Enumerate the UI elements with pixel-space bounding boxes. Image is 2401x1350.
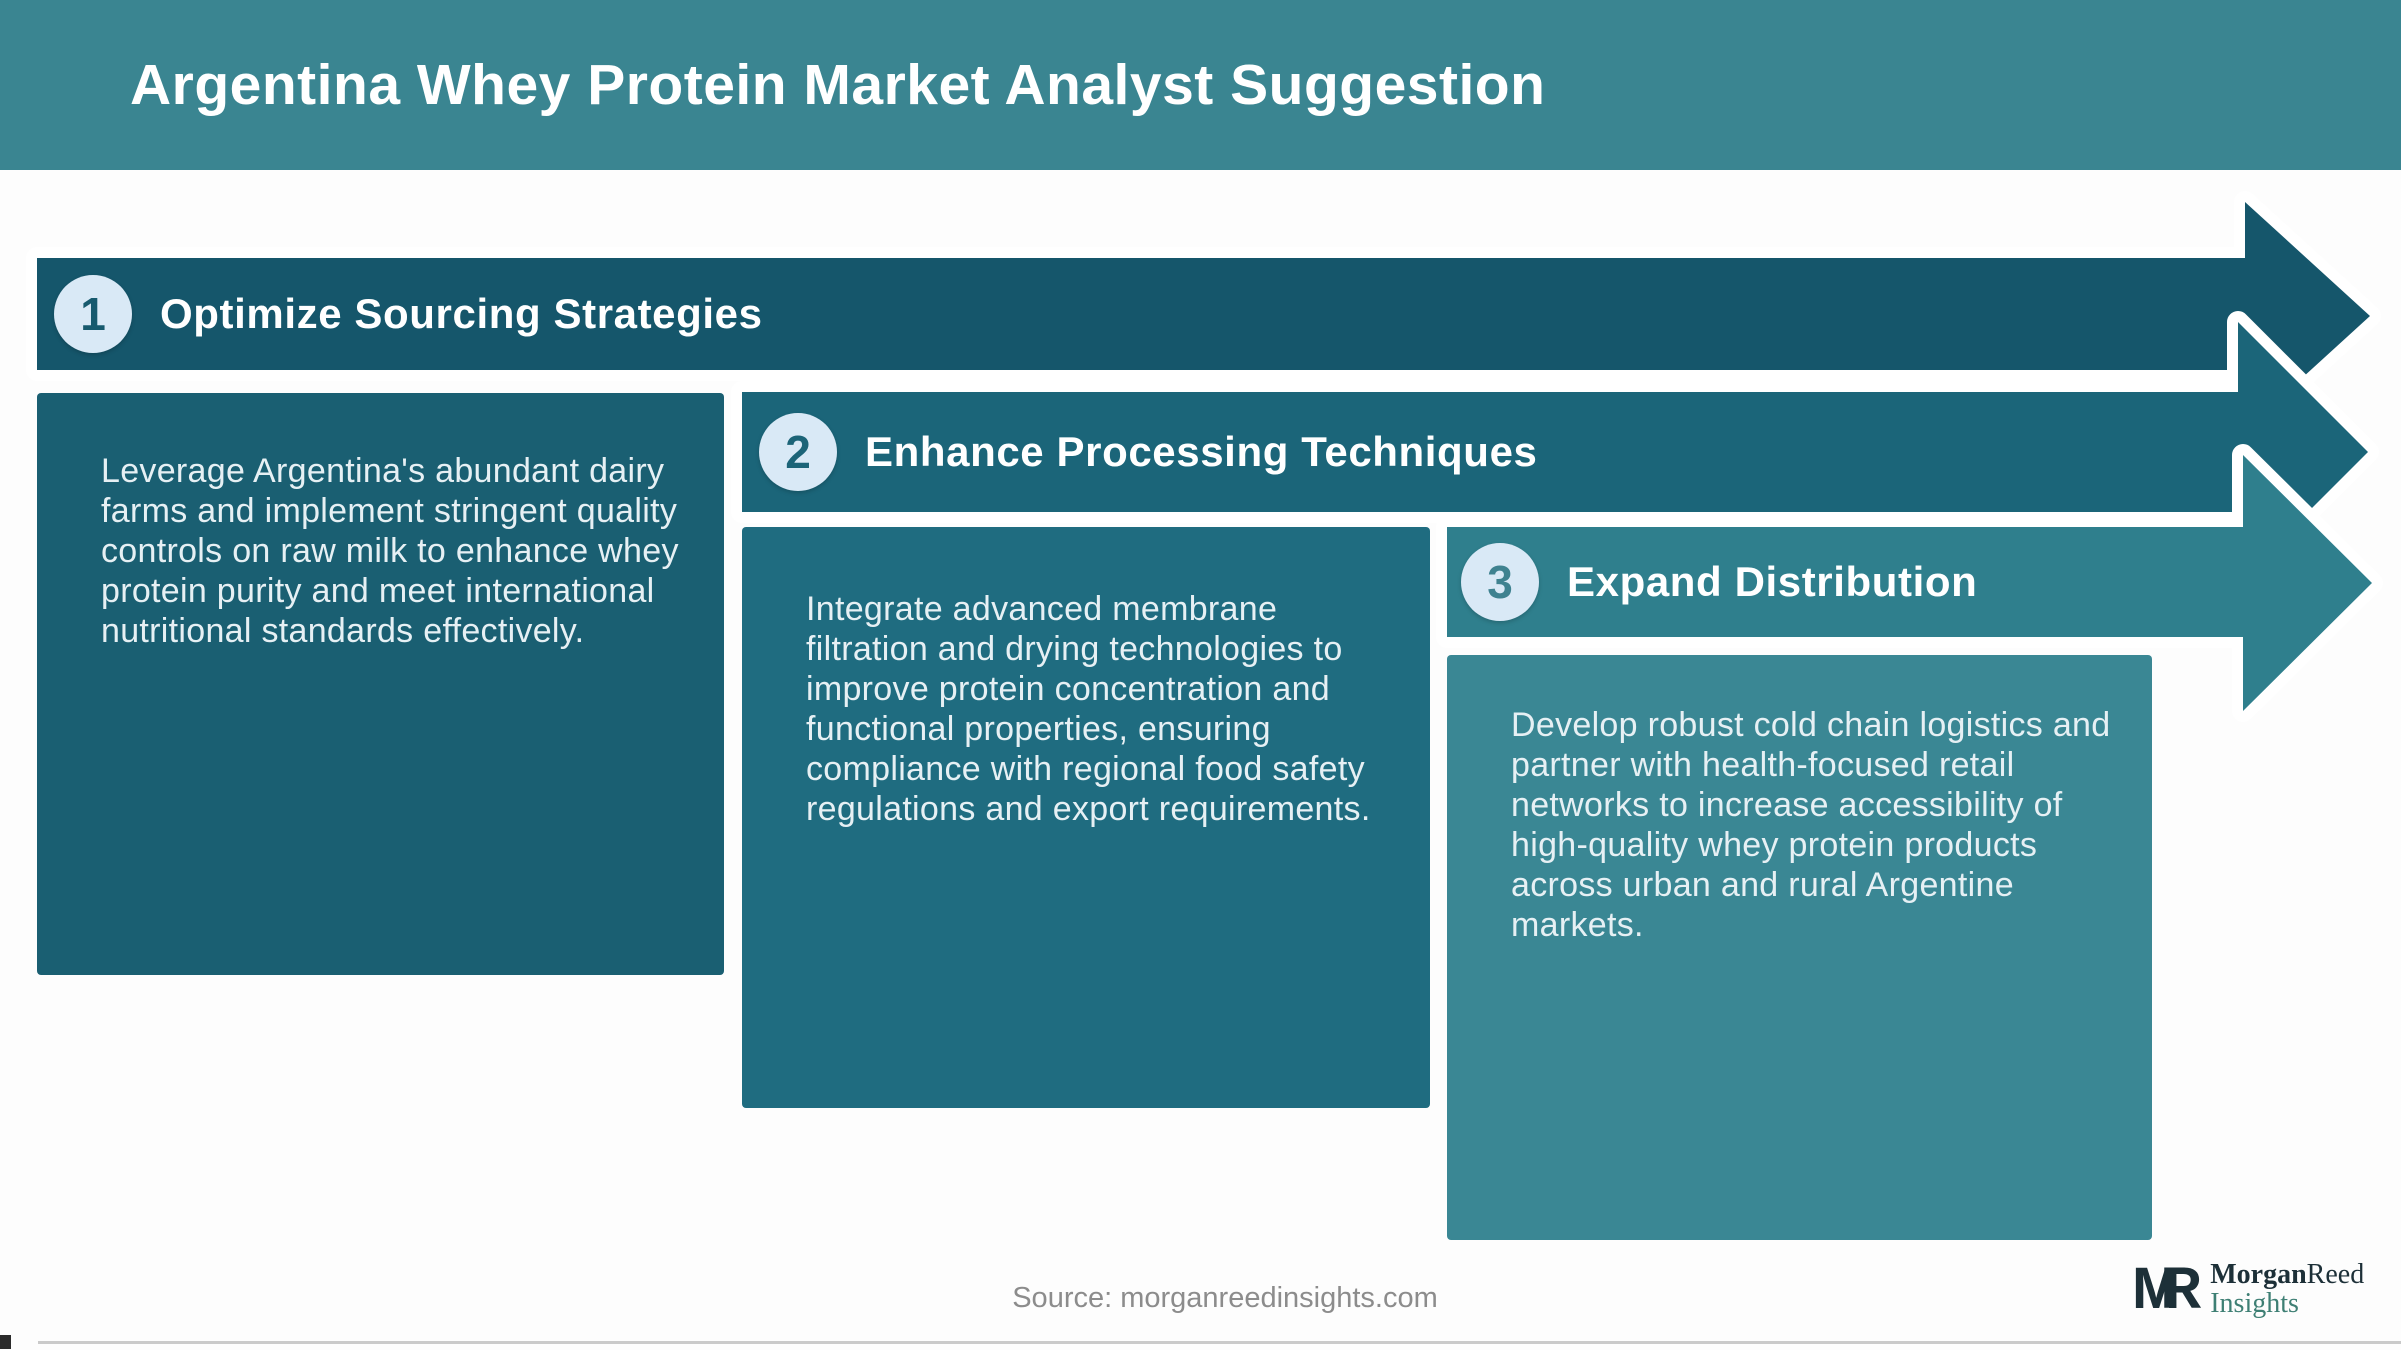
window-bottom-border (38, 1341, 2401, 1344)
arrow-banner-step3 (1436, 444, 2383, 722)
step1-banner: 1 Optimize Sourcing Strategies (54, 258, 763, 370)
logo-name-bold: Morgan (2210, 1259, 2307, 1290)
logo-text: MorganReed Insights (2210, 1260, 2364, 1319)
logo-monogram-r: R (2160, 1256, 2202, 1322)
step3-heading: Expand Distribution (1567, 558, 1978, 605)
step3-banner: 3 Expand Distribution (1461, 527, 1977, 637)
step2-heading: Enhance Processing Techniques (865, 428, 1538, 475)
step2-banner: 2 Enhance Processing Techniques (759, 392, 1537, 512)
step2-description: Integrate advanced membrane filtration a… (806, 590, 1371, 828)
step1-heading: Optimize Sourcing Strategies (160, 290, 763, 337)
logo-name-regular: Reed (2306, 1259, 2365, 1290)
step1-description: Leverage Argentina's abundant dairy farm… (101, 452, 679, 650)
source-text: Source: morganreedinsights.com (1012, 1282, 1438, 1314)
logo-monogram-m: M (2132, 1256, 2180, 1322)
step3-description: Develop robust cold chain logistics and … (1511, 706, 2111, 944)
step3-description-card: Develop robust cold chain logistics and … (1447, 655, 2152, 1240)
logo-subtitle: Insights (2210, 1288, 2299, 1320)
logo-name: MorganReed (2210, 1260, 2364, 1289)
morganreed-logo: M R MorganReed Insights (2132, 1260, 2364, 1319)
step1-description-card: Leverage Argentina's abundant dairy farm… (37, 393, 724, 975)
step2-description-card: Integrate advanced membrane filtration a… (742, 527, 1430, 1108)
logo-monogram-icon: M R (2132, 1256, 2202, 1322)
arrow-banner-step1 (26, 191, 2381, 441)
header-bar: Argentina Whey Protein Market Analyst Su… (0, 0, 2401, 170)
step3-number-badge: 3 (1461, 543, 1539, 621)
page-title: Argentina Whey Protein Market Analyst Su… (130, 53, 1546, 117)
window-bottom-notch (0, 1335, 11, 1349)
step1-number-badge: 1 (54, 275, 132, 353)
step2-number-badge: 2 (759, 413, 837, 491)
